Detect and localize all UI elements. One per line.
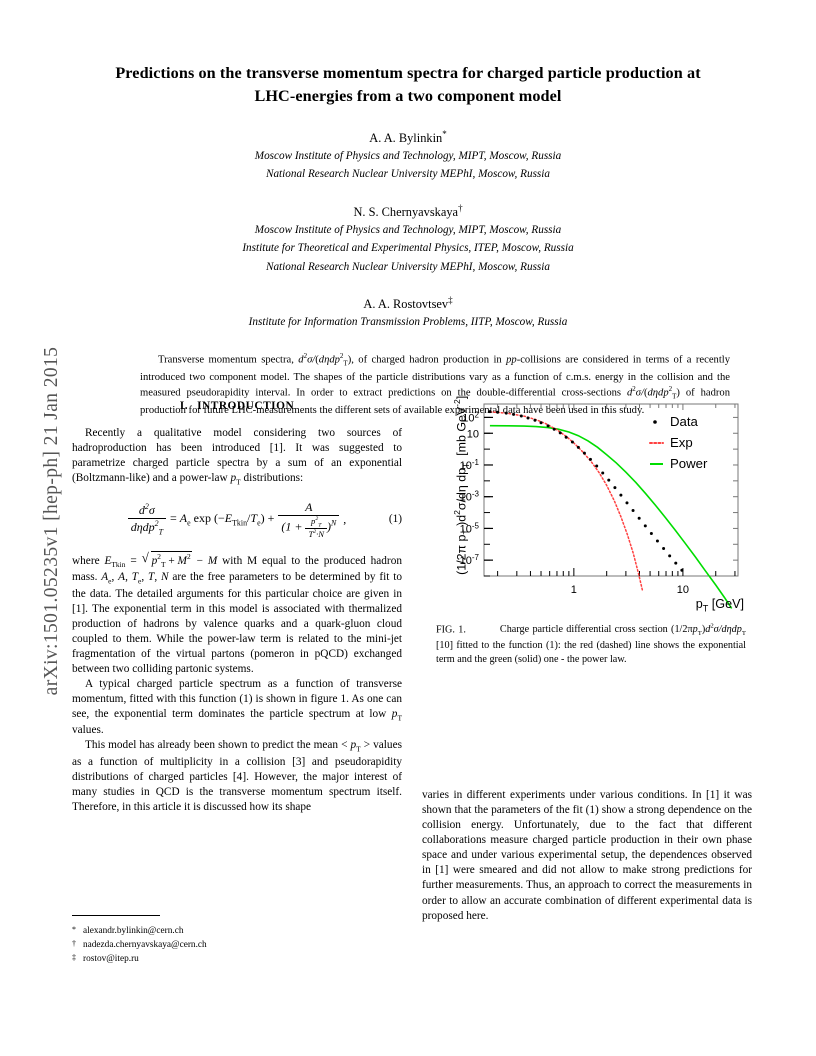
equation-lhs-fraction: d2σ dηdp2T: [127, 502, 167, 537]
figure-1-plot: (1/2π pT )d2σ/dη dpT [mb GeV-2] 102 10 10-…: [436, 396, 746, 614]
section-numeral: I.: [179, 400, 189, 412]
footnote-mark-1: *: [72, 925, 76, 934]
footnote-mark-3: ‡: [72, 953, 76, 963]
figure-1-caption: FIG. 1. Charge particle differential cros…: [436, 623, 746, 667]
left-column: I. INTRODUCTION Recently a qualitative mo…: [72, 400, 402, 815]
author-affiliation-2-1: Moscow Institute of Physics and Technolo…: [254, 223, 562, 236]
abstract: Transverse momentum spectra, d2σ/(dηdp2T…: [140, 352, 730, 417]
paragraph-intro-3: A typical charged particle spectrum as a…: [72, 678, 402, 737]
author-label-1: A. A. Bylinkin: [369, 131, 443, 146]
figure-1-caption-text: Charge particle differential cross secti…: [436, 623, 746, 665]
footnote-email-3[interactable]: rostov@itep.ru: [83, 954, 139, 965]
svg-text:10: 10: [677, 584, 689, 596]
title-line-1: Predictions on the transverse momentum s…: [115, 64, 701, 82]
chart-canvas: 102 10 10-1 10-3 10-5 10-7 1 10 Data Exp Power: [460, 403, 739, 609]
title-line-2: LHC-energies from a two component model: [254, 87, 562, 106]
footnote-3: ‡ rostov@itep.ru: [72, 952, 402, 966]
svg-text:10-5: 10-5: [460, 521, 480, 535]
author-label-2: N. S. Chernyavskaya: [353, 204, 459, 219]
paragraph-intro-2: where ETkin = p2T + M2 − M with M equal …: [72, 549, 402, 677]
equation-comma: ,: [343, 511, 347, 526]
right-column: varies in different experiments under va…: [422, 788, 752, 924]
svg-text:Data: Data: [670, 414, 699, 429]
footnotes: * alexandr.bylinkin@cern.ch † nadezda.cher…: [72, 924, 402, 966]
paragraph-intro-1: Recently a qualitative model considering…: [72, 427, 402, 487]
author-affiliation-2-2: Institute for Theoretical and Experiment…: [242, 242, 574, 255]
equation-rhs-exponential: = Ae exp (−ETkin/Te) +: [170, 511, 275, 528]
equation-number: (1): [388, 513, 402, 526]
svg-text:1: 1: [571, 584, 577, 596]
figure-1: (1/2π pT )d2σ/dη dpT [mb GeV-2] 102 10 10-…: [436, 396, 746, 667]
author-mark-2: †: [458, 202, 463, 213]
section-heading: I. INTRODUCTION: [72, 400, 402, 412]
author-mark-3: ‡: [448, 294, 453, 305]
equation-rhs-power-fraction: A (1 + p2T T2·N)N: [278, 500, 340, 539]
author-name-2: N. S. Chernyavskaya†: [72, 203, 744, 220]
author-label-3: A. A. Rostovtsev: [363, 297, 449, 312]
footnote-mark-2: †: [72, 939, 76, 949]
author-name-3: A. A. Rostovtsev‡: [72, 295, 744, 312]
equation-1: d2σ dηdp2T = Ae exp (−ETkin/Te) + A (1 +…: [72, 496, 402, 542]
author-name-1: A. A. Bylinkin*: [72, 129, 744, 146]
svg-text:Power: Power: [670, 456, 708, 471]
front-matter: Predictions on the transverse momentum s…: [72, 62, 744, 418]
paragraph-intro-4: This model has already been shown to pre…: [72, 739, 402, 813]
figure-1-label: FIG. 1.: [436, 624, 466, 636]
svg-text:Exp: Exp: [670, 435, 693, 450]
author-affiliation-2-3: National Research Nuclear University MEP…: [266, 260, 550, 273]
author-affiliation-1-2: National Research Nuclear University MEP…: [266, 168, 550, 181]
footnote-email-1[interactable]: alexandr.bylinkin@cern.ch: [83, 926, 184, 936]
page-title: Predictions on the transverse momentum s…: [72, 62, 744, 109]
section-title: INTRODUCTION: [197, 400, 295, 412]
abstract-text: Transverse momentum spectra, d2σ/(dηdp2T…: [140, 352, 731, 416]
svg-text:10: 10: [467, 428, 479, 440]
svg-text:102: 102: [462, 410, 479, 424]
footnote-2: † nadezda.chernyavskaya@cern.ch: [72, 938, 402, 952]
svg-text:10-1: 10-1: [460, 458, 480, 472]
footnote-rule: [72, 915, 160, 916]
svg-text:10-3: 10-3: [460, 490, 480, 504]
author-affiliation-1-1: Moscow Institute of Physics and Technolo…: [254, 150, 562, 163]
footnote-1: * alexandr.bylinkin@cern.ch: [72, 924, 402, 938]
arxiv-stamp: arXiv:1501.05235v1 [hep-ph] 21 Jan 2015: [41, 346, 62, 696]
svg-text:10-7: 10-7: [460, 553, 480, 567]
footnote-email-2[interactable]: nadezda.chernyavskaya@cern.ch: [83, 940, 207, 951]
author-mark-1: *: [442, 128, 447, 139]
paragraph-right-1: varies in different experiments under va…: [422, 789, 752, 922]
author-affiliation-3-1: Institute for Information Transmission P…: [248, 316, 568, 329]
chart-xlabel: pT [GeV]: [695, 597, 744, 614]
